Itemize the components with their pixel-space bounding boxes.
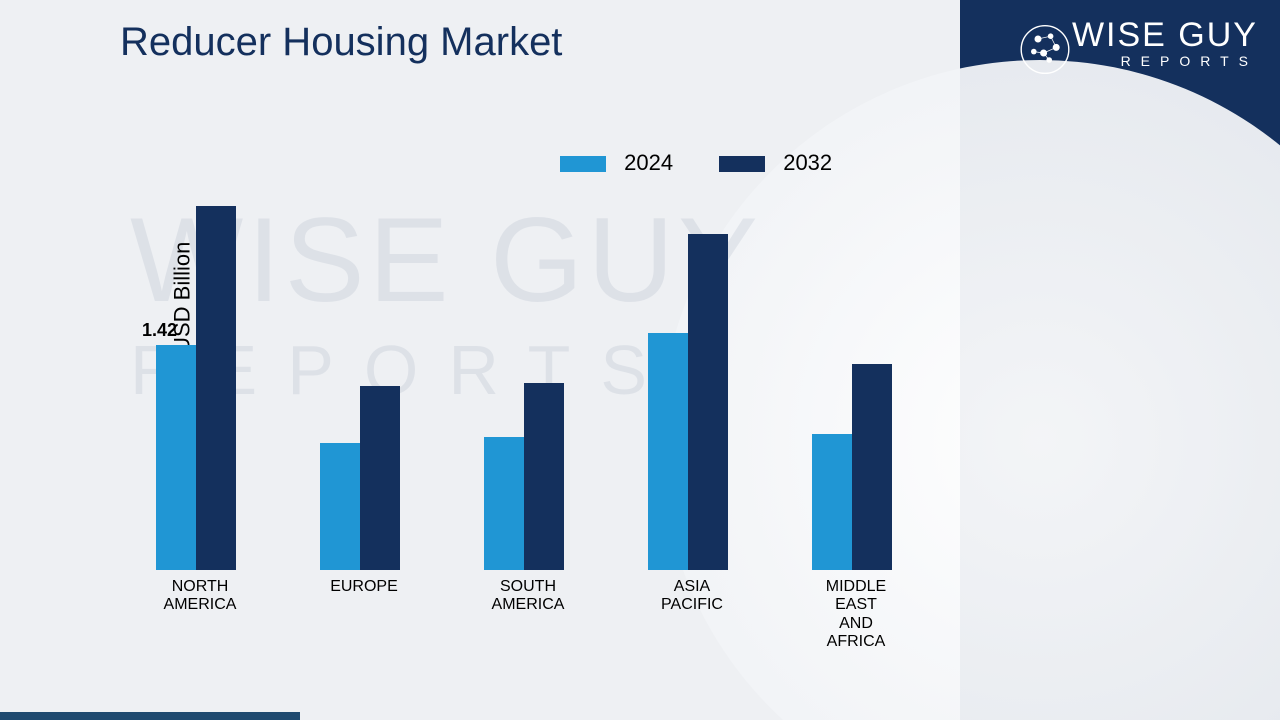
page-title: Reducer Housing Market	[120, 20, 562, 65]
bar-value-label: 1.42	[142, 320, 177, 341]
bar-2032	[524, 383, 564, 570]
brand-logo: WISE GUY REPORTS	[1072, 18, 1258, 68]
brand-head-icon	[1010, 18, 1080, 88]
x-axis-label: EUROPE	[304, 578, 424, 596]
x-axis-label: ASIAPACIFIC	[632, 578, 752, 615]
x-axis-label: NORTHAMERICA	[140, 578, 260, 615]
bar-2024	[812, 434, 852, 570]
brand-line1: WISE GUY	[1072, 18, 1258, 52]
bar-2032	[360, 386, 400, 570]
page: WISE GUY REPORTS Reducer Housing Market …	[0, 0, 1280, 720]
chart: Market Size in USD Billion 1.42NORTHAMER…	[100, 170, 960, 570]
bar-2024	[648, 333, 688, 571]
x-axis-label: MIDDLEEASTANDAFRICA	[796, 578, 916, 652]
decor-bottom-strip	[0, 712, 300, 720]
plot-area: 1.42NORTHAMERICAEUROPESOUTHAMERICAASIAPA…	[140, 190, 960, 570]
bar-2032	[688, 234, 728, 570]
x-axis-label: SOUTHAMERICA	[468, 578, 588, 615]
bar-2024	[484, 437, 524, 570]
brand-line2: REPORTS	[1072, 54, 1258, 68]
bar-2032	[196, 206, 236, 570]
bar-2032	[852, 364, 892, 570]
bar-2024	[156, 345, 196, 570]
bar-2024	[320, 443, 360, 570]
